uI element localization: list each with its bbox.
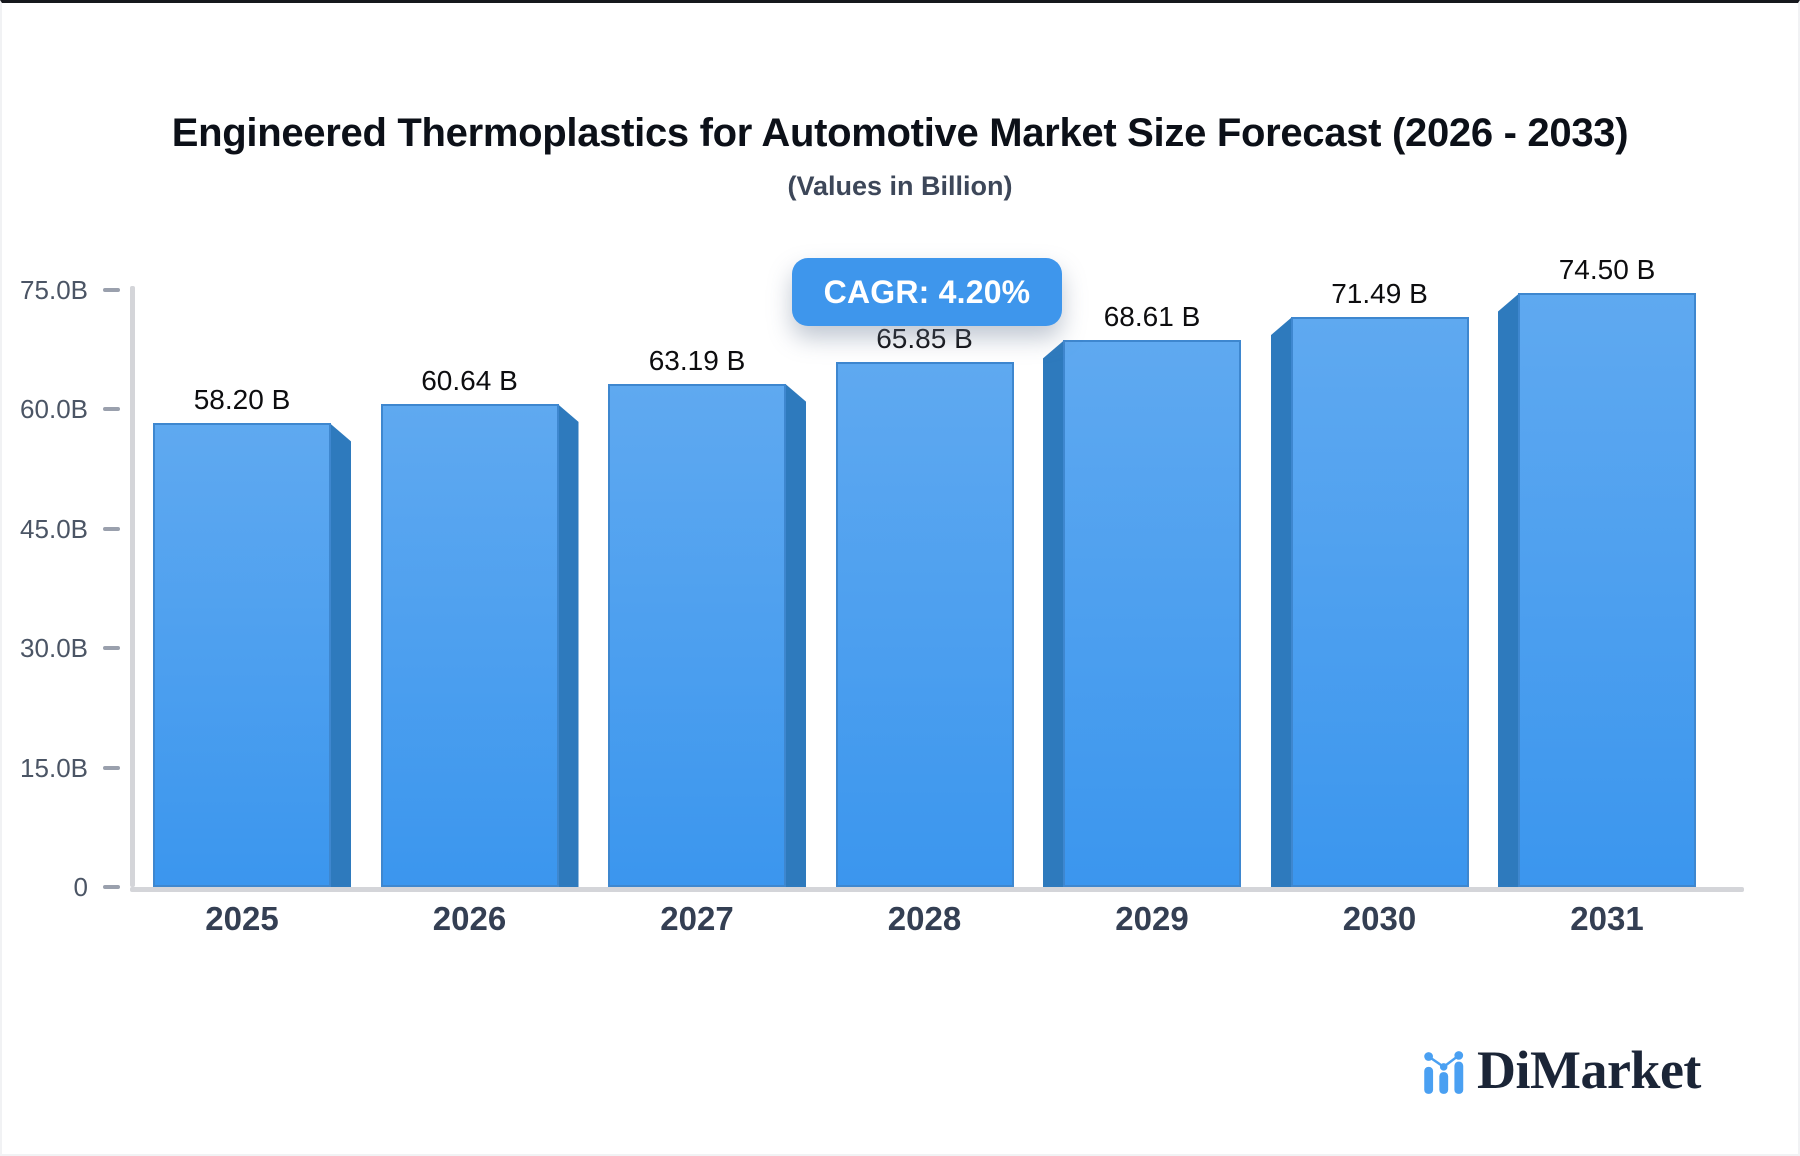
bar-value-label: 71.49 B <box>1331 278 1428 310</box>
bar-value-label: 68.61 B <box>1103 301 1201 333</box>
y-tick-dash <box>103 765 120 770</box>
bar-2031 <box>1518 293 1696 887</box>
bar-side-face <box>1498 293 1519 887</box>
x-axis-label-2029: 2029 <box>1115 900 1189 937</box>
y-tick-label: 75.0B <box>20 274 88 305</box>
x-axis-baseline <box>130 887 1744 892</box>
y-tick-dash <box>103 646 120 650</box>
x-axis-label-2026: 2026 <box>432 900 507 937</box>
y-tick-dash <box>103 287 120 292</box>
mini-bar-line-chart-icon <box>1424 1051 1464 1094</box>
brand-name: DiMarket <box>1477 1040 1701 1100</box>
chart-title: Engineered Thermoplastics for Automotive… <box>171 111 1629 155</box>
bar-side-face <box>785 383 806 887</box>
y-tick-label: 15.0B <box>20 752 88 783</box>
y-axis-line <box>130 286 135 887</box>
x-axis-label-2025: 2025 <box>205 900 279 937</box>
bar-2030 <box>1290 317 1469 887</box>
y-tick-dash <box>103 407 120 411</box>
bar-2029 <box>1063 340 1241 887</box>
bar-side-face <box>1270 317 1292 887</box>
y-tick-dash <box>103 885 120 889</box>
bar-value-label: 58.20 B <box>193 384 291 416</box>
bar-value-label: 60.64 B <box>421 364 518 396</box>
cagr-badge: CAGR: 4.20% <box>792 258 1062 326</box>
y-tick-label: 0 <box>73 872 88 902</box>
x-axis-label-2027: 2027 <box>660 900 734 937</box>
y-tick-label: 45.0B <box>20 513 88 544</box>
bar-2026 <box>380 403 559 887</box>
chart-subtitle: (Values in Billion) <box>787 171 1013 201</box>
cagr-badge-label: CAGR: 4.20% <box>823 273 1031 310</box>
bar-2027 <box>608 383 786 887</box>
brand-logo: DiMarket <box>1421 1041 1701 1103</box>
x-axis-label-2030: 2030 <box>1342 900 1417 937</box>
bar-value-label: 63.19 B <box>648 344 746 376</box>
y-tick-label: 60.0B <box>20 394 88 424</box>
bar-value-label: 65.85 B <box>876 323 973 355</box>
plot-area: 0 15.0B 30.0B 45.0B 60.0B 75.0B 58.20 B 2025 60.… <box>2 3 1798 1154</box>
x-axis-label-2031: 2031 <box>1570 900 1644 937</box>
bar-2025 <box>153 423 331 887</box>
bar-side-face <box>330 423 351 887</box>
x-axis-label-2028: 2028 <box>887 900 962 937</box>
y-tick-dash <box>103 526 120 531</box>
bar-side-face <box>1043 340 1064 887</box>
bar-value-label: 74.50 B <box>1558 254 1656 286</box>
bar-2028 <box>835 362 1014 887</box>
bar-side-face <box>557 403 579 887</box>
y-tick-label: 30.0B <box>20 633 88 663</box>
